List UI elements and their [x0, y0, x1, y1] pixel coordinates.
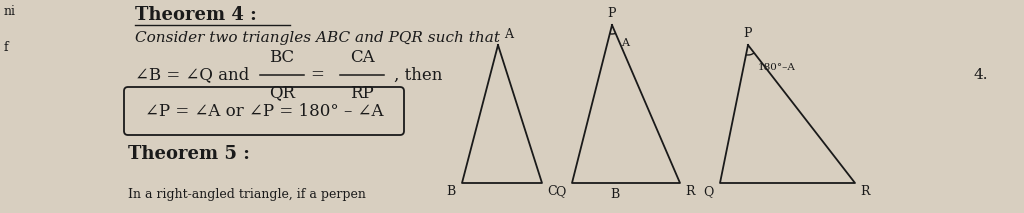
- Text: Theorem 4 :: Theorem 4 :: [135, 6, 257, 24]
- Text: B: B: [446, 185, 456, 198]
- Text: R: R: [685, 185, 694, 198]
- Text: ∠B = ∠Q and: ∠B = ∠Q and: [135, 66, 255, 83]
- Text: B: B: [610, 188, 620, 201]
- Text: A: A: [504, 28, 513, 41]
- Text: Consider two triangles ABC and PQR such that: Consider two triangles ABC and PQR such …: [135, 31, 500, 45]
- Text: , then: , then: [394, 66, 442, 83]
- Text: P: P: [608, 7, 616, 20]
- Text: BC: BC: [269, 49, 295, 66]
- Text: 4.: 4.: [974, 68, 988, 82]
- Text: P: P: [743, 27, 753, 40]
- Text: ∠P = ∠A or ∠P = 180° – ∠A: ∠P = ∠A or ∠P = 180° – ∠A: [144, 102, 383, 119]
- Text: =: =: [310, 66, 324, 83]
- Text: RP: RP: [350, 85, 374, 102]
- Text: In a right-angled triangle, if a perpen: In a right-angled triangle, if a perpen: [128, 188, 366, 201]
- Text: C: C: [547, 185, 557, 198]
- Text: A: A: [621, 38, 629, 48]
- Text: Theorem 5 :: Theorem 5 :: [128, 145, 250, 163]
- Text: f: f: [4, 41, 8, 54]
- Text: QR: QR: [269, 85, 295, 102]
- Text: ni: ni: [4, 5, 16, 18]
- Text: CA: CA: [349, 49, 375, 66]
- Text: Q: Q: [703, 185, 714, 198]
- Text: R: R: [860, 185, 869, 198]
- Text: 180°–A: 180°–A: [758, 62, 796, 72]
- Text: Q: Q: [556, 185, 566, 198]
